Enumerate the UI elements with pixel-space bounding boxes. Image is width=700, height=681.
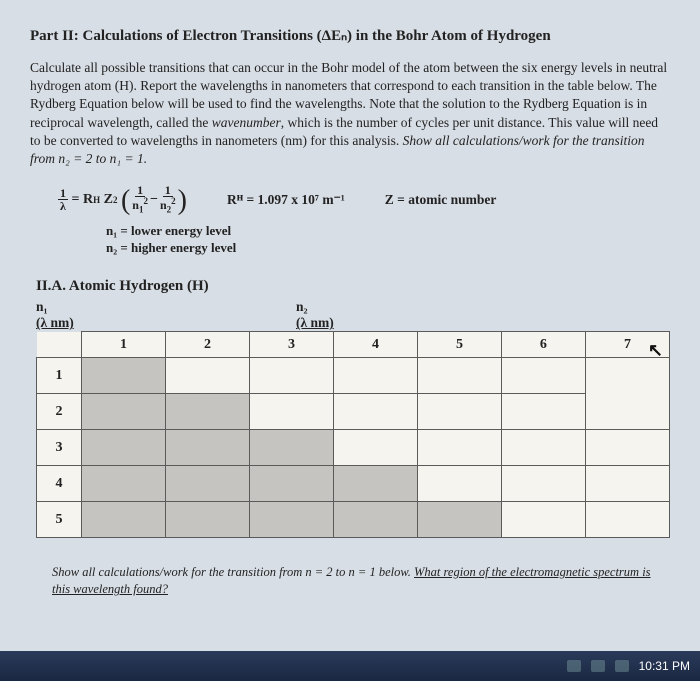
cell xyxy=(585,502,669,538)
cell-shaded xyxy=(82,502,166,538)
cell xyxy=(417,430,501,466)
footer-text-a: Show all calculations/work for the trans… xyxy=(52,565,414,579)
cell xyxy=(585,430,669,466)
cell-shaded xyxy=(249,466,333,502)
cell xyxy=(333,394,417,430)
wavenumber-term: wavenumber xyxy=(212,115,281,130)
tray-icon[interactable] xyxy=(567,660,581,672)
footer-prompt: Show all calculations/work for the trans… xyxy=(52,564,670,598)
instructions-paragraph: Calculate all possible transitions that … xyxy=(30,59,670,168)
cell xyxy=(501,466,585,502)
cell-shaded xyxy=(166,466,250,502)
cell xyxy=(417,358,501,394)
col-head: 4 xyxy=(333,332,417,358)
cell-shaded xyxy=(166,502,250,538)
cell xyxy=(417,394,501,430)
table-row: 2 xyxy=(37,394,670,430)
cell-shaded xyxy=(249,502,333,538)
cell xyxy=(501,358,585,394)
frac-den: λ xyxy=(58,200,68,212)
n2-label: n₂ xyxy=(296,299,334,315)
cell-shaded xyxy=(333,466,417,502)
transitions-table: 1 2 3 4 5 6 7↖ 1 2 3 4 5 xyxy=(36,331,670,538)
part-title: Part II: Calculations of Electron Transi… xyxy=(30,26,670,45)
taskbar-clock: 10:31 PM xyxy=(639,659,690,673)
eq-z-sup: 2 xyxy=(113,195,118,205)
cell-shaded xyxy=(166,430,250,466)
cell-shaded xyxy=(417,502,501,538)
cell-shaded xyxy=(82,430,166,466)
row-head: 3 xyxy=(37,430,82,466)
n1-unit: (λ nm) xyxy=(36,315,96,331)
t1-sup: 2 xyxy=(143,196,148,206)
equation-row: 1λ = RH Z2 ( 1n12 − 1n22 ) Rᴴ = 1.097 x … xyxy=(58,184,670,214)
n2-unit: (λ nm) xyxy=(296,315,334,331)
paren-right: ) xyxy=(178,193,187,210)
cell xyxy=(166,358,250,394)
cell-shaded xyxy=(82,394,166,430)
table-row: 5 xyxy=(37,502,670,538)
table-axis-labels: n₁ (λ nm) n₂ (λ nm) xyxy=(36,299,670,331)
t2-den: n22 xyxy=(158,197,178,214)
col-head: 1 xyxy=(82,332,166,358)
col-head: 2 xyxy=(166,332,250,358)
tray-icon[interactable] xyxy=(591,660,605,672)
cell xyxy=(501,394,585,430)
rydberg-equation: 1λ = RH Z2 ( 1n12 − 1n22 ) xyxy=(58,184,187,214)
cell xyxy=(501,502,585,538)
paren-left: ( xyxy=(121,193,130,210)
taskbar[interactable]: 10:31 PM xyxy=(0,651,700,681)
row-head: 1 xyxy=(37,358,82,394)
cell xyxy=(585,466,669,502)
cell xyxy=(249,394,333,430)
cell-shaded xyxy=(333,502,417,538)
col-head: 3 xyxy=(249,332,333,358)
table-header-row: 1 2 3 4 5 6 7↖ xyxy=(37,332,670,358)
legend-n2: n₂ = higher energy level xyxy=(106,240,670,257)
n-legend: n₁ = lower energy level n₂ = higher ener… xyxy=(106,223,670,257)
cell-shaded xyxy=(82,466,166,502)
row-head: 4 xyxy=(37,466,82,502)
section-label: II.A. Atomic Hydrogen (H) xyxy=(36,278,670,295)
col-head: 5 xyxy=(417,332,501,358)
rh-constant: Rᴴ = 1.097 x 10⁷ m⁻¹ xyxy=(227,192,345,208)
cell xyxy=(417,466,501,502)
cursor-icon: ↖ xyxy=(648,340,663,361)
row-head: 2 xyxy=(37,394,82,430)
col-head: 6 xyxy=(501,332,585,358)
cell xyxy=(585,394,669,430)
cell xyxy=(501,430,585,466)
cell-shaded xyxy=(249,430,333,466)
eq-rh-sub: H xyxy=(93,195,100,205)
cell xyxy=(585,358,669,394)
cell xyxy=(333,430,417,466)
z-definition: Z = atomic number xyxy=(385,192,497,208)
cell-shaded xyxy=(166,394,250,430)
col-head: 7↖ xyxy=(585,332,669,358)
legend-n1: n₁ = lower energy level xyxy=(106,223,670,240)
col7-label: 7 xyxy=(624,337,631,352)
cell xyxy=(333,358,417,394)
t1-den: n12 xyxy=(130,197,150,214)
eq-z: Z xyxy=(100,192,113,208)
cell-shaded xyxy=(82,358,166,394)
table-row: 1 xyxy=(37,358,670,394)
t2-sup: 2 xyxy=(171,196,176,206)
table-row: 3 xyxy=(37,430,670,466)
n1-label: n₁ xyxy=(36,299,96,315)
table-row: 4 xyxy=(37,466,670,502)
eq-minus: − xyxy=(150,192,158,208)
tray-icon[interactable] xyxy=(615,660,629,672)
row-head: 5 xyxy=(37,502,82,538)
cell xyxy=(249,358,333,394)
corner-cell xyxy=(37,332,82,358)
eq-equals: = R xyxy=(68,192,93,208)
